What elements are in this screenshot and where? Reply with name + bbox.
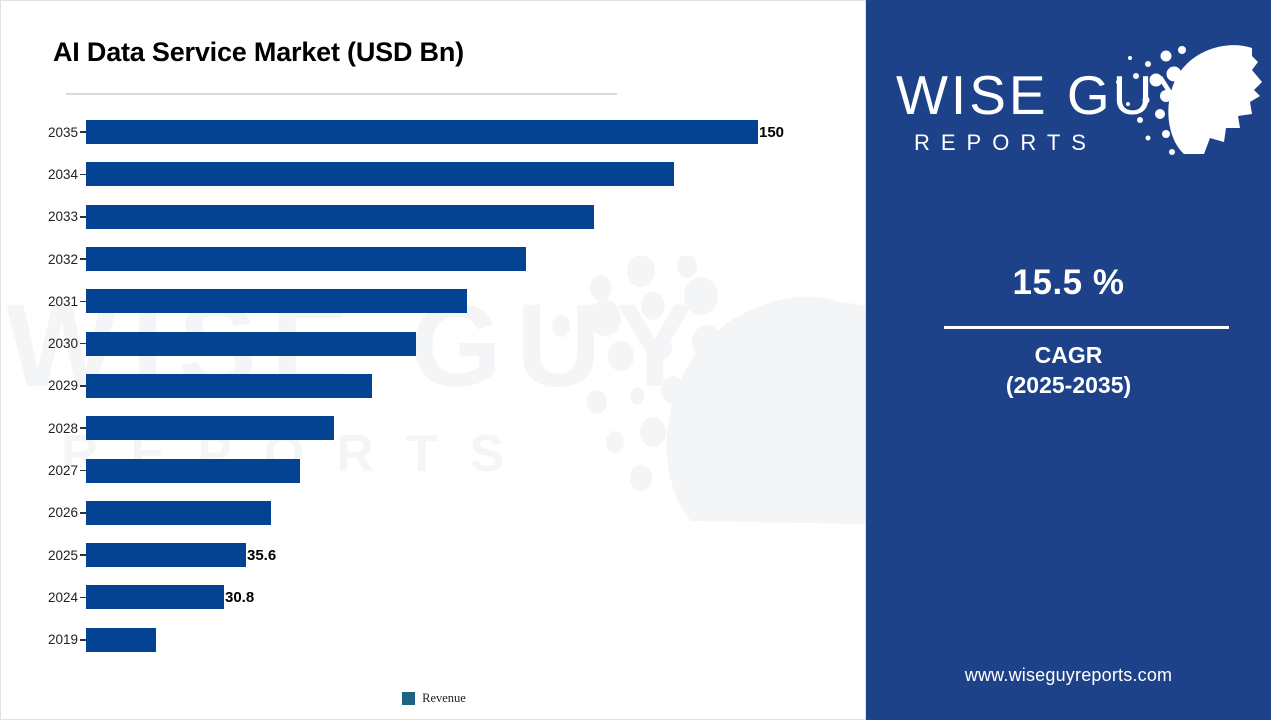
axis-tick-mark xyxy=(80,385,86,387)
bar-2026[interactable] xyxy=(86,500,271,525)
axis-tick-mark xyxy=(80,215,86,218)
axis-tick-label: 2035 xyxy=(47,124,78,140)
axis-tick-label: 2024 xyxy=(47,589,78,605)
chart-row: 2030 xyxy=(1,322,865,364)
axis-tick-label: 2030 xyxy=(47,336,78,352)
axis-tick-mark xyxy=(80,554,86,556)
bar-container xyxy=(86,407,865,449)
website-url[interactable]: www.wiseguyreports.com xyxy=(964,665,1173,685)
cagr-divider xyxy=(944,326,1229,329)
chart-row: 2035 150 xyxy=(1,111,865,153)
bar-2028[interactable] xyxy=(86,416,334,441)
cagr-caption: CAGR (2025-2035) xyxy=(866,340,1271,400)
chart-row: 2029 xyxy=(1,365,865,407)
bar-2019[interactable] xyxy=(86,627,156,652)
axis-tick-mark xyxy=(80,427,86,430)
bar-2035[interactable] xyxy=(86,120,758,145)
cagr-caption-line1: CAGR xyxy=(1034,342,1103,368)
chart-row: 2032 xyxy=(1,238,865,280)
bar-chart-plot: 2035 150 2034 2033 xyxy=(1,111,865,661)
axis-tick-mark xyxy=(80,131,86,133)
axis-tick-mark xyxy=(80,300,86,303)
cagr-value: 15.5 % xyxy=(1012,263,1125,302)
chart-row: 2028 xyxy=(1,407,865,449)
bar-2025[interactable] xyxy=(86,543,246,568)
chart-row: 2031 xyxy=(1,280,865,322)
chart-row: 2034 xyxy=(1,153,865,195)
axis-tick-label: 2028 xyxy=(47,420,78,436)
bar-container: 35.6 xyxy=(86,534,865,576)
legend-swatch-icon xyxy=(402,692,416,705)
chart-panel: WISE GUY REPORTS xyxy=(0,0,866,720)
chart-row: 2033 xyxy=(1,196,865,238)
axis-tick-mark xyxy=(80,173,86,176)
axis-tick-label: 2026 xyxy=(47,505,78,521)
axis-tick-label: 2032 xyxy=(47,251,78,267)
brand-panel: WISE GUY REPORTS xyxy=(866,0,1271,720)
wiseguy-reports-logo: WISE GUY REPORTS xyxy=(896,45,1262,155)
axis-tick-label: 2034 xyxy=(47,166,78,182)
bar-container xyxy=(86,449,865,491)
bar-2031[interactable] xyxy=(86,289,467,314)
bar-container: 150 xyxy=(86,111,865,153)
axis-tick-label: 2025 xyxy=(47,547,78,563)
page-title: AI Data Service Market (USD Bn) xyxy=(53,37,464,67)
axis-tick-mark xyxy=(80,469,86,472)
axis-tick-mark xyxy=(80,638,86,641)
axis-tick-label: 2033 xyxy=(47,209,78,225)
title-divider xyxy=(66,93,617,95)
bar-2033[interactable] xyxy=(86,204,594,229)
bar-value-label: 30.8 xyxy=(225,588,255,606)
bar-container xyxy=(86,492,865,534)
chart-row: 2025 35.6 xyxy=(1,534,865,576)
axis-tick-mark xyxy=(80,342,86,345)
bar-2030[interactable] xyxy=(86,331,416,356)
bar-2032[interactable] xyxy=(86,247,526,272)
bar-container xyxy=(86,280,865,322)
bar-2027[interactable] xyxy=(86,458,300,483)
legend-item-revenue[interactable]: Revenue xyxy=(422,691,466,705)
axis-tick-label: 2027 xyxy=(47,463,78,479)
bar-container xyxy=(86,365,865,407)
axis-tick-mark xyxy=(80,596,86,599)
bar-container xyxy=(86,238,865,280)
axis-tick-mark xyxy=(80,258,86,260)
bar-value-label: 35.6 xyxy=(247,546,277,564)
chart-row: 2019 xyxy=(1,619,865,661)
axis-tick-label: 2031 xyxy=(47,293,78,309)
bar-2034[interactable] xyxy=(86,162,674,187)
bar-container: 30.8 xyxy=(86,576,865,618)
axis-tick-label: 2029 xyxy=(47,378,78,394)
svg-text:REPORTS: REPORTS xyxy=(914,130,1097,155)
bar-2024[interactable] xyxy=(86,585,224,610)
chart-legend: Revenue xyxy=(1,691,865,706)
chart-row: 2027 xyxy=(1,449,865,491)
bar-2029[interactable] xyxy=(86,373,372,398)
bar-container xyxy=(86,322,865,364)
svg-text:WISE GUY: WISE GUY xyxy=(896,64,1195,126)
axis-tick-label: 2019 xyxy=(47,632,78,648)
cagr-caption-line2: (2025-2035) xyxy=(1005,372,1132,398)
chart-row: 2024 30.8 xyxy=(1,576,865,618)
chart-row: 2026 xyxy=(1,492,865,534)
bar-container xyxy=(86,196,865,238)
bar-container xyxy=(86,619,865,661)
bar-value-label: 150 xyxy=(759,123,785,141)
bar-container xyxy=(86,153,865,195)
axis-tick-mark xyxy=(80,512,86,514)
